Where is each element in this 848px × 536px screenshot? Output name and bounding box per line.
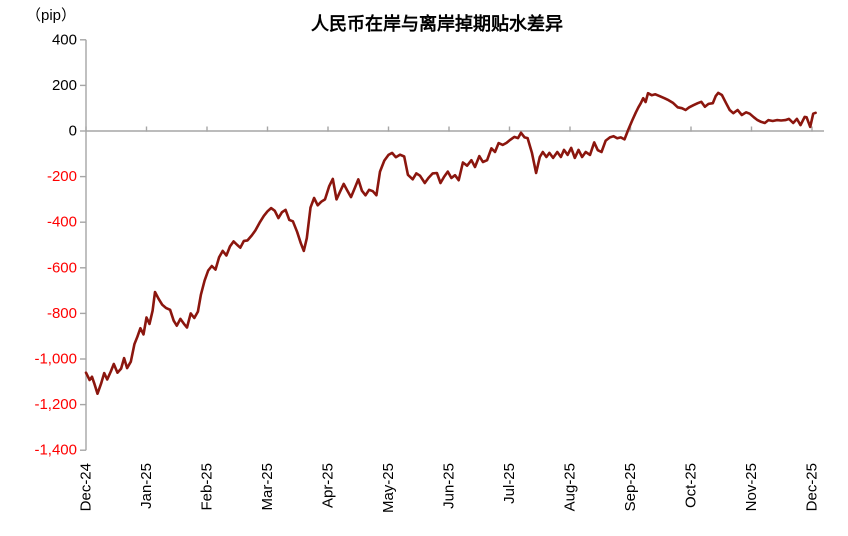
y-tick-label: 0 xyxy=(69,123,77,140)
x-tick-label: Sep-25 xyxy=(622,463,639,511)
y-tick-label: -1,400 xyxy=(34,442,77,459)
x-tick-label: Jul-25 xyxy=(501,463,518,504)
y-tick-label: 200 xyxy=(52,77,77,94)
x-tick-label: Mar-25 xyxy=(259,463,276,511)
x-tick-label: Nov-25 xyxy=(743,463,760,511)
y-tick-label: -200 xyxy=(47,168,77,185)
x-tick-label: Feb-25 xyxy=(199,463,216,511)
x-tick-label: Dec-25 xyxy=(804,463,821,511)
y-axis-unit-label: （pip） xyxy=(26,7,77,24)
chart-title: 人民币在岸与离岸掉期贴水差异 xyxy=(311,14,563,34)
x-tick-label: Apr-25 xyxy=(320,463,337,508)
y-tick-label: -400 xyxy=(47,214,77,231)
x-tick-label: Jun-25 xyxy=(441,463,458,509)
y-tick-label: -1,200 xyxy=(34,396,77,413)
x-tick-label: Aug-25 xyxy=(562,463,579,511)
y-tick-label: -800 xyxy=(47,305,77,322)
series-line xyxy=(84,91,817,396)
x-tick-label: Jan-25 xyxy=(138,463,155,509)
y-tick-label: -1,000 xyxy=(34,351,77,368)
y-tick-label: 400 xyxy=(52,31,77,48)
x-tick-label: Dec-24 xyxy=(78,463,95,511)
y-tick-label: -600 xyxy=(47,259,77,276)
x-tick-label: May-25 xyxy=(380,463,397,513)
x-tick-label: Oct-25 xyxy=(683,463,700,508)
